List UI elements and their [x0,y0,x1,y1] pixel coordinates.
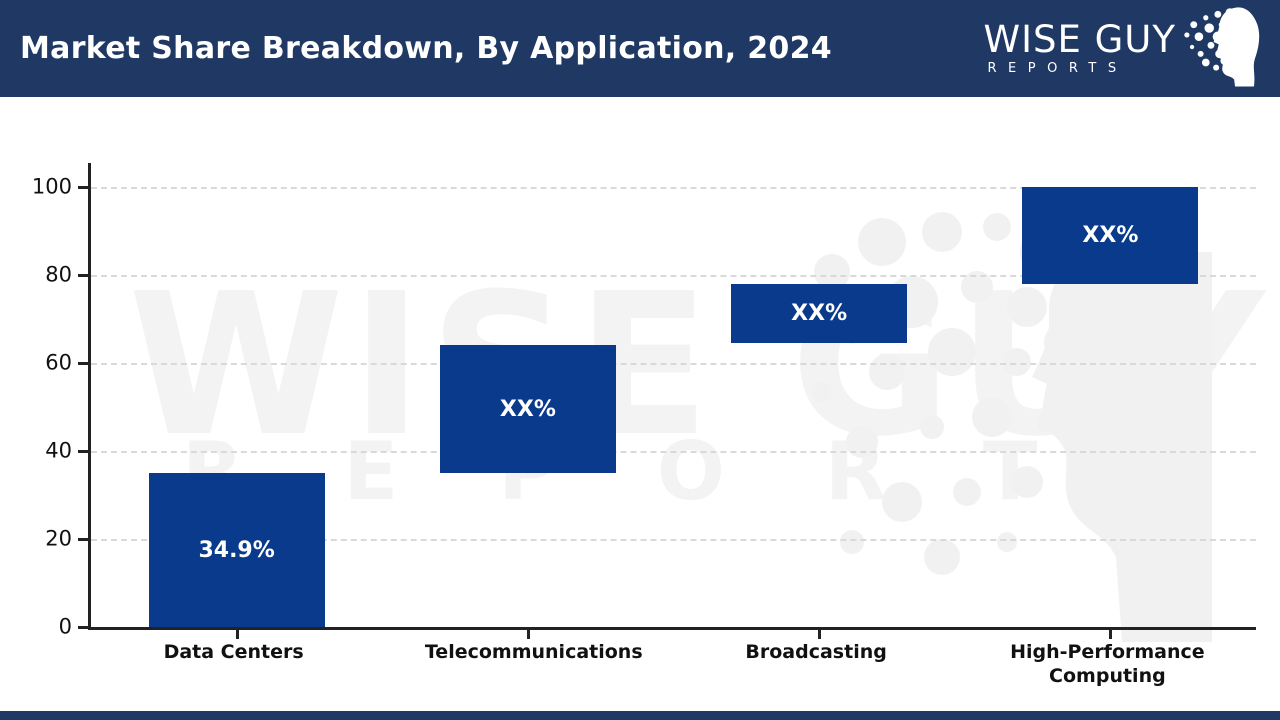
x-axis-label-telecommunications: Telecommunications [424,641,643,663]
gridline-20 [91,539,1256,541]
bar-broadcasting: XX% [731,283,908,344]
gridline-100 [91,187,1256,189]
y-tick-label-0: 0 [58,614,72,639]
bar-telecommunications: XX% [439,345,616,473]
y-tick-label-40: 40 [45,438,72,463]
plot-area: 34.9% XX% XX% XX% [78,163,1256,639]
logo-subtitle: REPORTS [987,60,1128,76]
gridline-40 [91,451,1256,453]
x-tick-mark-data-centers [235,630,239,639]
bar-value-label: XX% [1082,222,1139,248]
y-tick-mark-0 [78,626,88,629]
y-tick-mark-60 [78,362,88,365]
y-tick-label-80: 80 [45,262,72,287]
y-tick-mark-100 [78,186,88,189]
bar-value-label: XX% [791,300,848,326]
y-tick-label-60: 60 [45,350,72,375]
x-axis-label-broadcasting: Broadcasting [745,641,887,663]
y-tick-label-20: 20 [45,526,72,551]
wise-guy-logo: WISE GUY REPORTS [984,5,1266,93]
x-tick-mark-high-performance-computing [1109,630,1113,639]
header-bar: Market Share Breakdown, By Application, … [0,0,1280,97]
y-tick-mark-40 [78,450,88,453]
x-axis-label-high-performance-computing: High-Performance Computing [1010,641,1205,687]
logo-text: WISE GUY REPORTS [983,18,1176,76]
y-axis: 0 20 40 60 80 100 [0,163,72,639]
logo-wordmark: WISE GUY [983,18,1176,62]
page-title: Market Share Breakdown, By Application, … [20,31,832,66]
x-tick-mark-telecommunications [526,630,530,639]
gridline-60 [91,363,1256,365]
bar-value-label: 34.9% [198,537,275,563]
footer-bar [0,711,1280,720]
bar-data-centers: 34.9% [148,473,325,627]
x-tick-mark-broadcasting [818,630,822,639]
x-axis-label-data-centers: Data Centers [163,641,304,663]
y-tick-mark-20 [78,538,88,541]
y-tick-label-100: 100 [31,174,72,199]
bar-value-label: XX% [499,396,556,422]
bar-high-performance-computing: XX% [1022,187,1199,284]
wise-guy-head-icon [1180,5,1266,93]
gridline-80 [91,275,1256,277]
x-axis-labels: Data Centers Telecommunications Broadcasti… [88,641,1253,701]
y-tick-mark-80 [78,274,88,277]
